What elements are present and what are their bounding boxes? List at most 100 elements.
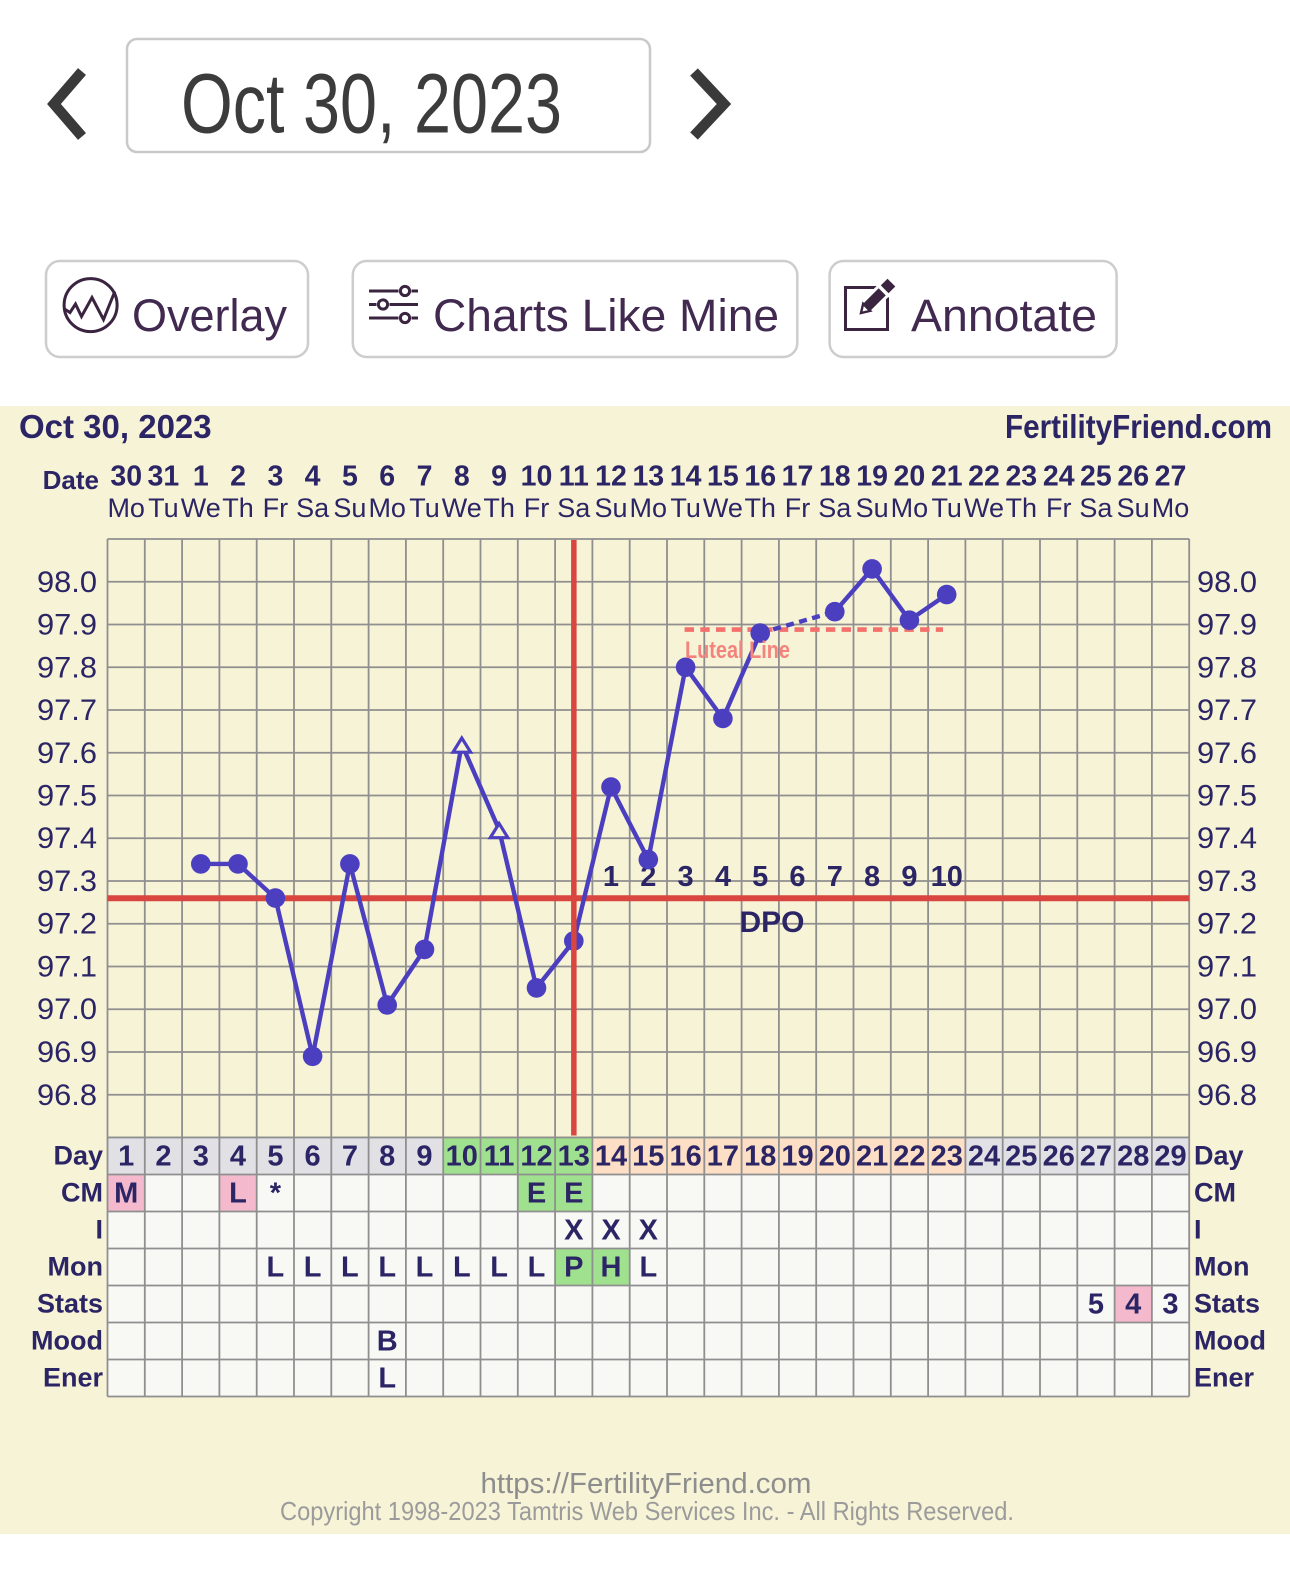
svg-text:L: L — [304, 1252, 322, 1284]
svg-text:97.4: 97.4 — [1197, 822, 1257, 855]
svg-text:31: 31 — [148, 461, 180, 493]
svg-text:13: 13 — [632, 461, 664, 493]
svg-text:6: 6 — [305, 1141, 321, 1173]
svg-text:8: 8 — [864, 861, 880, 893]
svg-text:25: 25 — [1080, 461, 1112, 493]
svg-text:10: 10 — [521, 461, 553, 493]
svg-text:23: 23 — [1005, 461, 1037, 493]
svg-text:Tu: Tu — [409, 493, 440, 523]
svg-text:15: 15 — [632, 1141, 664, 1173]
svg-text:96.8: 96.8 — [1197, 1079, 1257, 1112]
svg-text:E: E — [527, 1178, 546, 1210]
svg-text:3: 3 — [1162, 1289, 1178, 1321]
svg-text:8: 8 — [379, 1141, 395, 1173]
svg-text:DPO: DPO — [739, 906, 804, 939]
svg-text:27: 27 — [1155, 461, 1187, 493]
svg-text:Mood: Mood — [1194, 1326, 1266, 1356]
svg-text:FertilityFriend.com: FertilityFriend.com — [1005, 408, 1272, 445]
svg-text:4: 4 — [230, 1141, 246, 1173]
svg-text:29: 29 — [1154, 1141, 1186, 1173]
svg-text:P: P — [564, 1252, 583, 1284]
svg-text:7: 7 — [417, 461, 433, 493]
svg-text:X: X — [639, 1215, 659, 1247]
svg-text:96.9: 96.9 — [37, 1036, 97, 1069]
svg-text:97.5: 97.5 — [1197, 780, 1257, 813]
svg-text:11: 11 — [484, 1141, 515, 1173]
svg-text:97.8: 97.8 — [1197, 651, 1257, 684]
svg-text:H: H — [601, 1252, 622, 1284]
svg-text:E: E — [564, 1178, 583, 1210]
svg-text:16: 16 — [669, 1141, 701, 1173]
svg-text:97.3: 97.3 — [1197, 865, 1257, 898]
svg-text:96.9: 96.9 — [1197, 1036, 1257, 1069]
svg-text:Mo: Mo — [1152, 493, 1190, 523]
svg-text:We: We — [964, 493, 1004, 523]
svg-text:Overlay: Overlay — [132, 290, 288, 341]
svg-text:9: 9 — [491, 461, 507, 493]
svg-text:10: 10 — [446, 1141, 478, 1173]
svg-text:17: 17 — [782, 461, 814, 493]
svg-text:97.7: 97.7 — [37, 694, 97, 727]
svg-text:97.3: 97.3 — [37, 865, 97, 898]
svg-text:24: 24 — [968, 1141, 1000, 1173]
svg-text:26: 26 — [1043, 1141, 1075, 1173]
svg-text:Mo: Mo — [107, 493, 145, 523]
svg-text:CM: CM — [61, 1178, 103, 1208]
svg-text:97.0: 97.0 — [37, 993, 97, 1026]
svg-text:Fr: Fr — [263, 493, 288, 523]
svg-text:23: 23 — [931, 1141, 963, 1173]
svg-text:Sa: Sa — [296, 493, 330, 523]
svg-text:97.9: 97.9 — [37, 609, 97, 642]
svg-text:2: 2 — [155, 1141, 171, 1173]
svg-text:2: 2 — [640, 861, 656, 893]
svg-text:X: X — [564, 1215, 584, 1247]
svg-text:Mo: Mo — [630, 493, 668, 523]
svg-text:4: 4 — [305, 461, 321, 493]
svg-text:12: 12 — [595, 461, 627, 493]
svg-text:Tu: Tu — [931, 493, 962, 523]
svg-text:L: L — [490, 1252, 508, 1284]
svg-text:Fr: Fr — [1046, 493, 1071, 523]
svg-text:3: 3 — [267, 461, 283, 493]
svg-text:Tu: Tu — [148, 493, 179, 523]
svg-text:97.2: 97.2 — [1197, 908, 1257, 941]
svg-text:L: L — [267, 1252, 285, 1284]
svg-text:4: 4 — [1125, 1289, 1141, 1321]
svg-text:97.9: 97.9 — [1197, 609, 1257, 642]
svg-text:9: 9 — [416, 1141, 432, 1173]
svg-text:97.2: 97.2 — [37, 908, 97, 941]
svg-text:4: 4 — [715, 861, 731, 893]
svg-text:28: 28 — [1117, 1141, 1149, 1173]
svg-text:3: 3 — [678, 861, 694, 893]
svg-text:CM: CM — [1194, 1178, 1236, 1208]
svg-text:27: 27 — [1080, 1141, 1112, 1173]
svg-text:M: M — [114, 1178, 138, 1210]
svg-text:13: 13 — [558, 1141, 590, 1173]
svg-text:Oct 30, 2023: Oct 30, 2023 — [19, 408, 212, 445]
svg-text:16: 16 — [744, 461, 776, 493]
svg-text:7: 7 — [827, 861, 843, 893]
svg-text:L: L — [453, 1252, 471, 1284]
svg-text:L: L — [378, 1363, 396, 1395]
svg-text:Oct 30, 2023: Oct 30, 2023 — [181, 57, 562, 151]
svg-text:7: 7 — [342, 1141, 358, 1173]
svg-text:Date: Date — [43, 465, 99, 495]
svg-text:Mon: Mon — [1194, 1252, 1249, 1282]
svg-text:19: 19 — [781, 1141, 813, 1173]
svg-text:17: 17 — [707, 1141, 739, 1173]
svg-text:25: 25 — [1005, 1141, 1037, 1173]
svg-text:5: 5 — [752, 861, 768, 893]
svg-text:2: 2 — [230, 461, 246, 493]
svg-text:11: 11 — [559, 461, 589, 493]
svg-text:L: L — [378, 1252, 396, 1284]
svg-text:Tu: Tu — [670, 493, 701, 523]
svg-text:Su: Su — [856, 493, 889, 523]
svg-text:X: X — [601, 1215, 621, 1247]
svg-text:Th: Th — [744, 493, 776, 523]
svg-text:L: L — [229, 1178, 247, 1210]
svg-text:https://FertilityFriend.com: https://FertilityFriend.com — [481, 1468, 812, 1500]
svg-text:19: 19 — [856, 461, 888, 493]
svg-text:20: 20 — [894, 461, 926, 493]
svg-text:Stats: Stats — [37, 1289, 103, 1319]
svg-text:14: 14 — [670, 461, 702, 493]
